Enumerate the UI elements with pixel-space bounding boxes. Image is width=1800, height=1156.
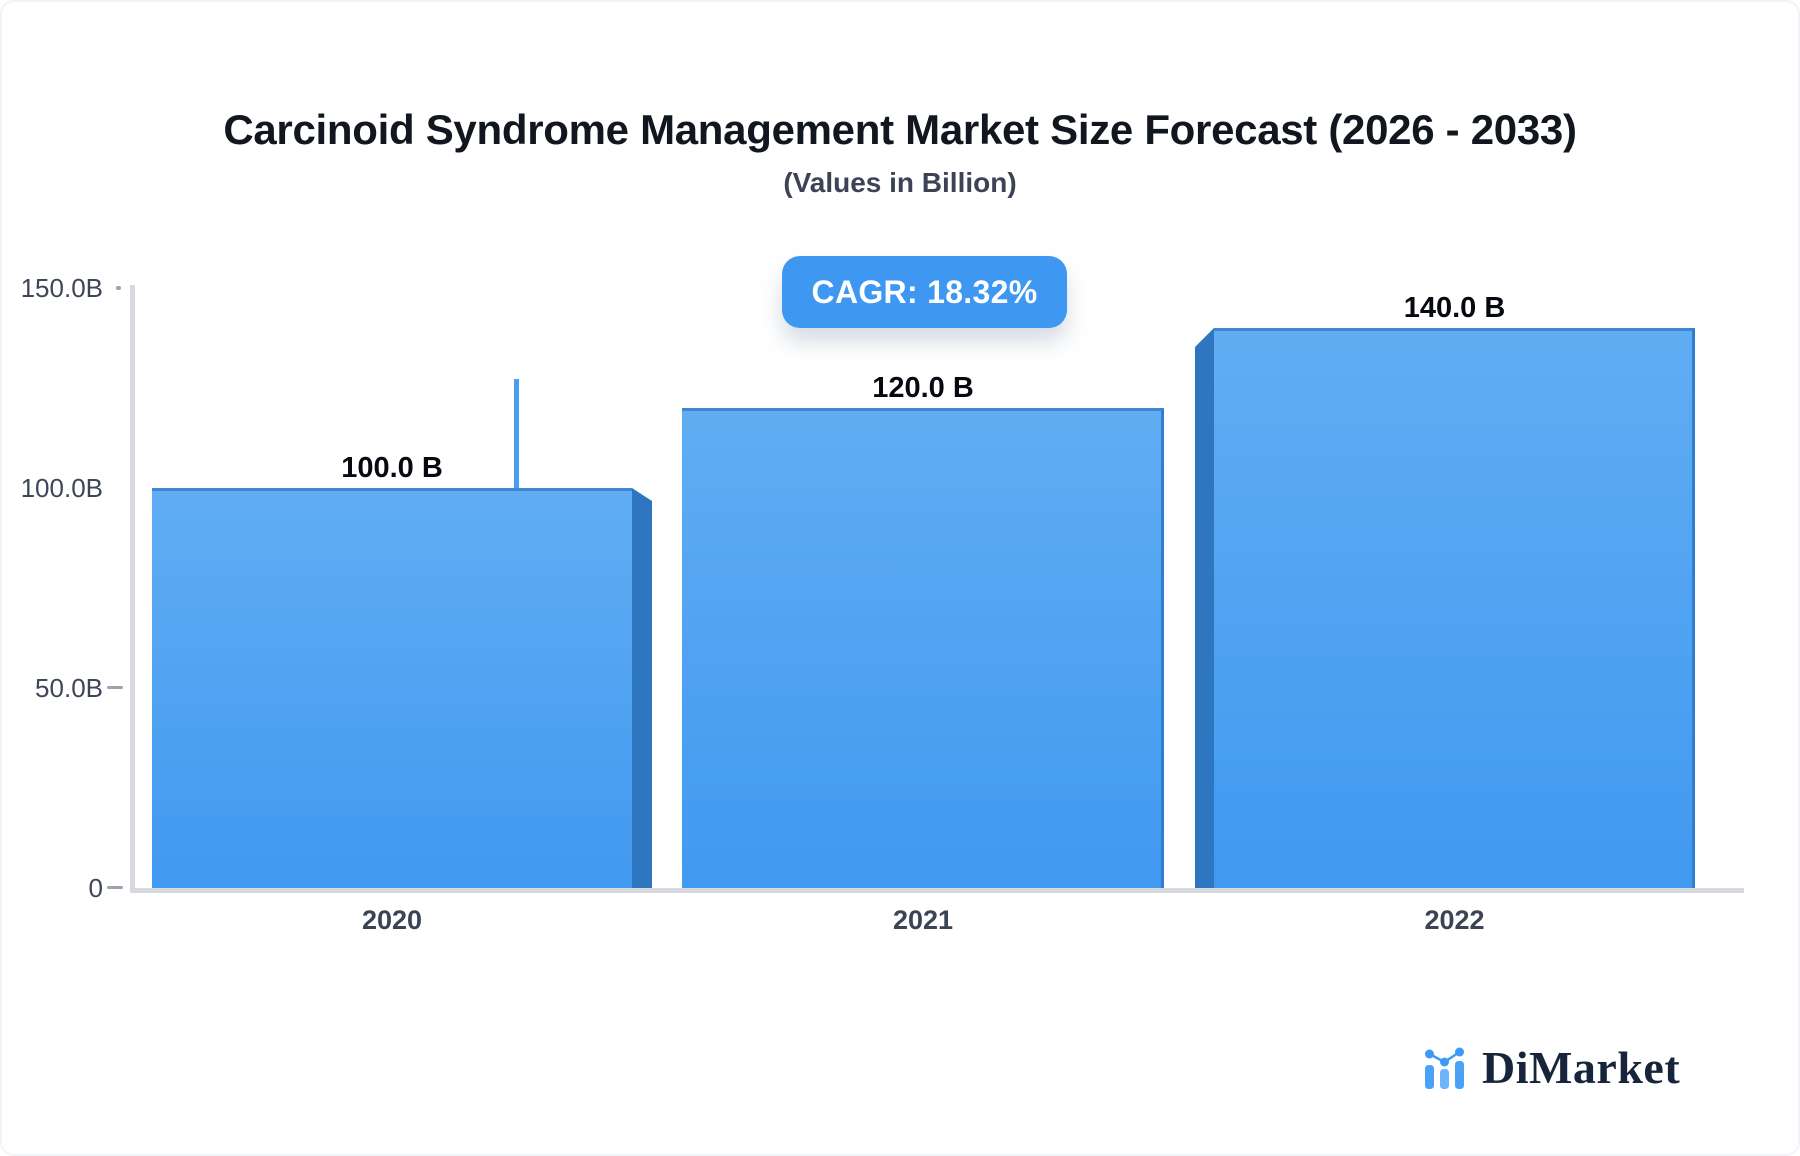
bar-3d-side [1195, 328, 1214, 888]
y-axis-label: 150.0B [20, 273, 103, 303]
x-axis-label: 2020 [361, 905, 423, 935]
bar-value-label: 100.0 B [341, 452, 443, 484]
cagr-badge-label: CAGR: 18.32% [811, 273, 1038, 310]
bar-value-label: 120.0 B [872, 372, 974, 404]
bar-3d-side [632, 488, 652, 888]
bar [152, 488, 632, 888]
x-axis-label: 2022 [1424, 905, 1485, 935]
dimarket-logo-text: DiMarket [1482, 1042, 1681, 1093]
y-axis-label: 50.0B [35, 673, 103, 703]
y-axis-tick [116, 286, 121, 290]
dimarket-logo-icon [1425, 1047, 1464, 1089]
chart-subtitle: (Values in Billion) [783, 167, 1017, 198]
y-axis-line [130, 285, 135, 893]
cagr-badge: CAGR: 18.32% [782, 256, 1067, 328]
y-axis-label: 100.0B [20, 473, 103, 503]
y-axis-label: 0 [88, 873, 103, 903]
y-axis-tick [107, 686, 123, 689]
chart-title: Carcinoid Syndrome Management Market Siz… [223, 106, 1577, 153]
bar [1214, 328, 1695, 888]
x-axis-line [130, 888, 1744, 893]
bar [682, 408, 1164, 888]
dimarket-logo: DiMarket [1422, 1038, 1680, 1098]
bar-value-label: 140.0 B [1403, 292, 1506, 324]
stray-pointer-line [514, 379, 519, 488]
x-axis-label: 2021 [892, 905, 954, 935]
y-axis-tick [107, 886, 123, 889]
